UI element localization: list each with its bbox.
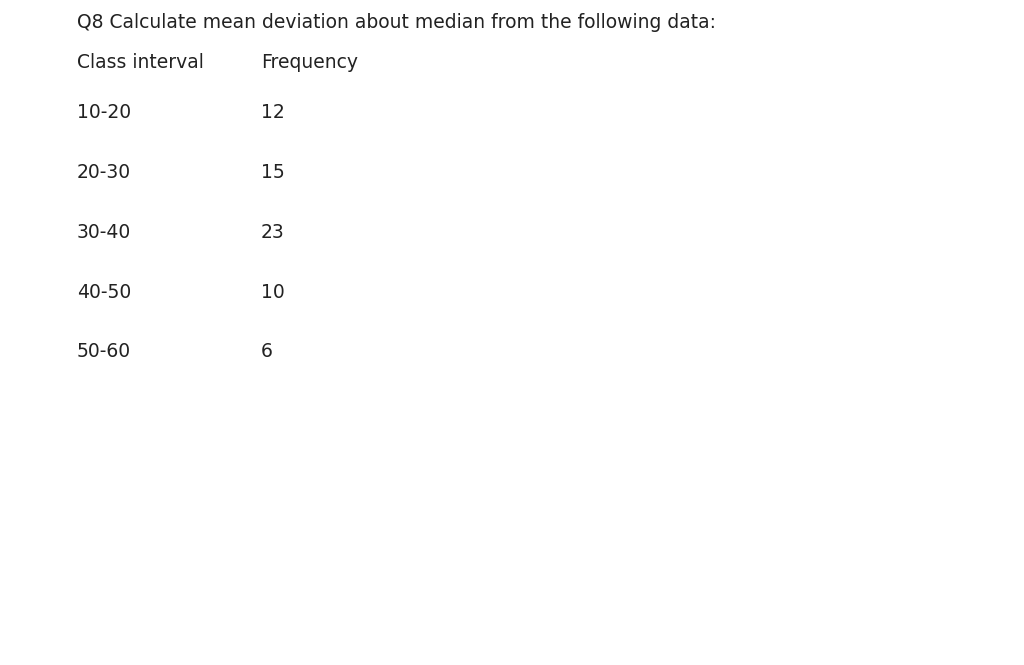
Text: Class interval: Class interval	[77, 53, 204, 72]
Text: 30-40: 30-40	[77, 223, 131, 242]
Text: 15: 15	[261, 163, 285, 182]
Text: 6: 6	[261, 342, 273, 362]
Text: 40-50: 40-50	[77, 283, 131, 302]
Text: 12: 12	[261, 103, 285, 122]
Text: Frequency: Frequency	[261, 53, 358, 72]
Text: 50-60: 50-60	[77, 342, 131, 362]
Text: Q8 Calculate mean deviation about median from the following data:: Q8 Calculate mean deviation about median…	[77, 13, 716, 33]
Text: 10-20: 10-20	[77, 103, 131, 122]
Text: 20-30: 20-30	[77, 163, 131, 182]
Text: 23: 23	[261, 223, 285, 242]
Text: 10: 10	[261, 283, 285, 302]
